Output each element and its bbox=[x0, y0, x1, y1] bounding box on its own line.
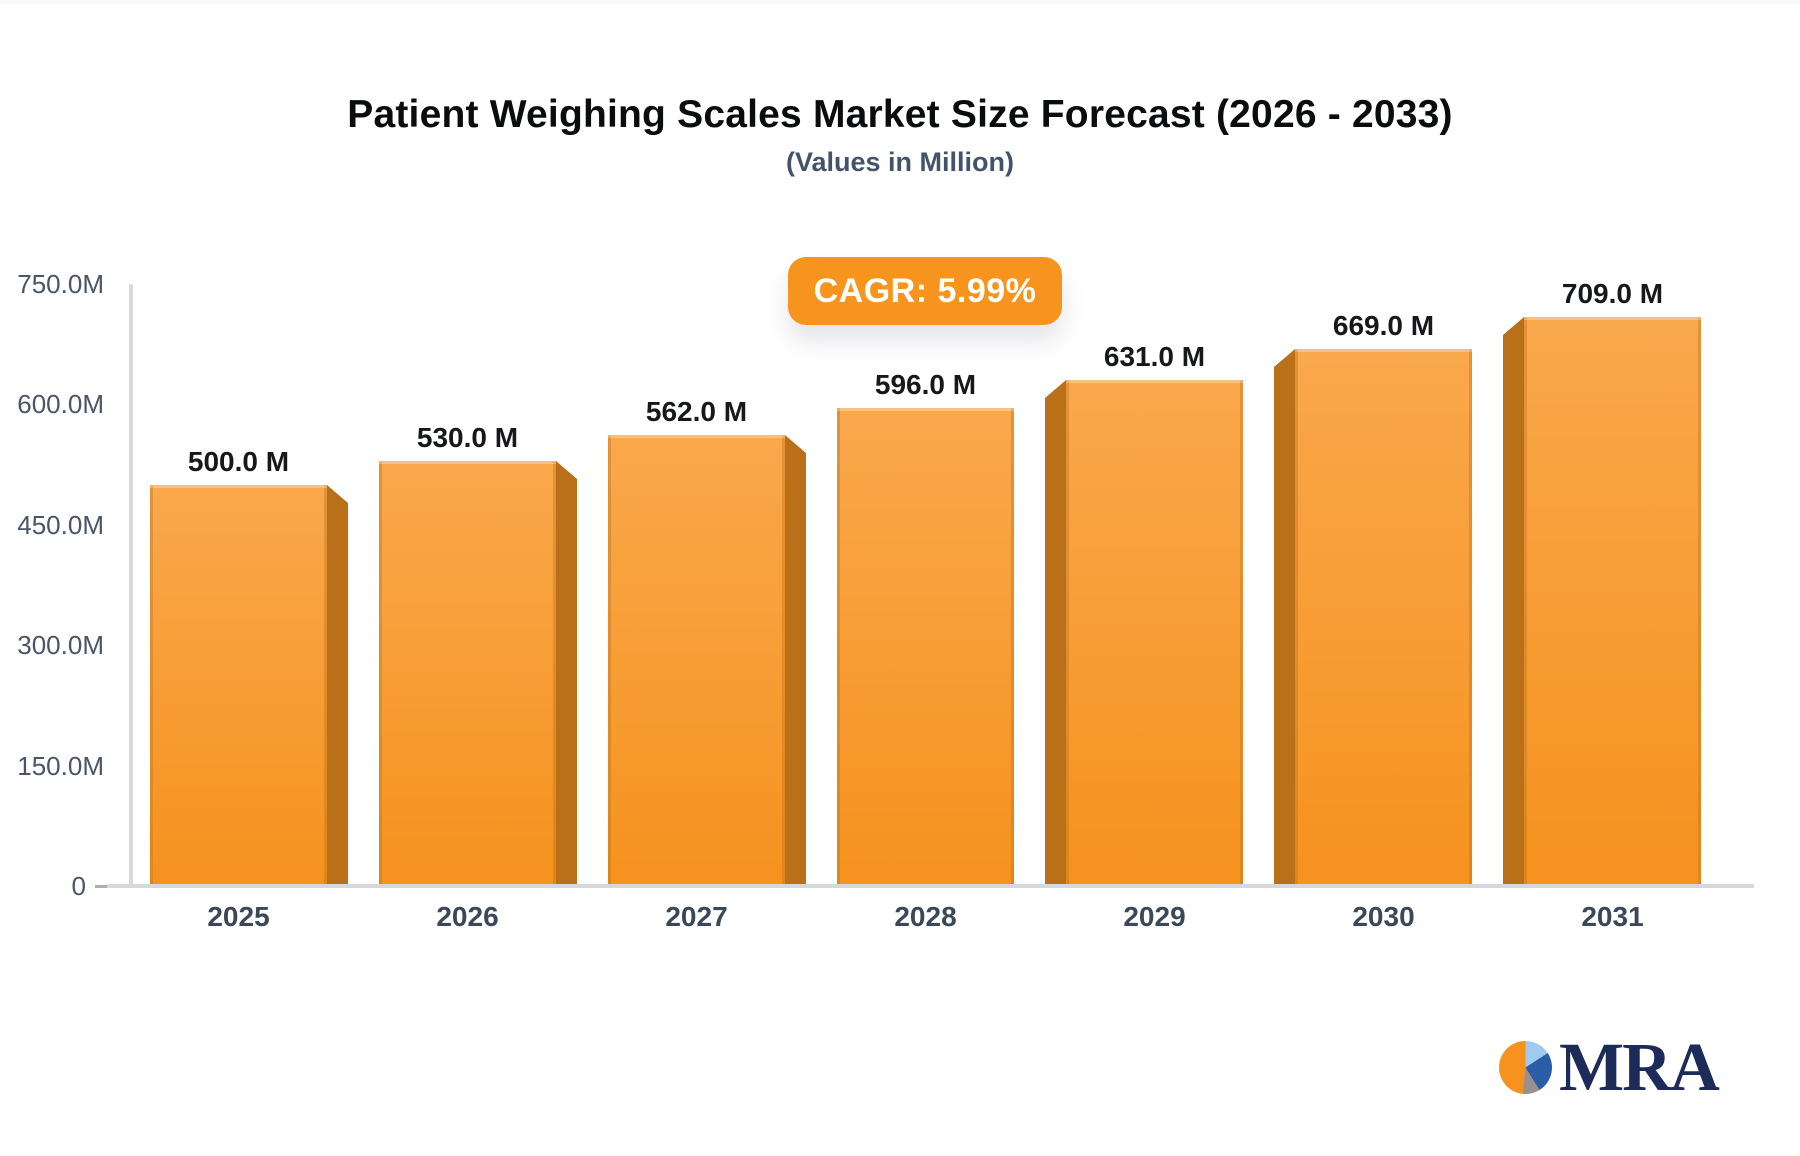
bar-value-label: 669.0 M bbox=[1332, 310, 1435, 341]
cagr-badge: CAGR: 5.99% bbox=[788, 257, 1062, 325]
x-axis-year-label: 2027 bbox=[665, 901, 728, 932]
chart-subtitle: (Values in Million) bbox=[785, 147, 1015, 177]
top-edge-strip bbox=[0, 0, 1800, 4]
x-axis-year-label: 2030 bbox=[1352, 901, 1415, 932]
logo: MRA bbox=[1499, 1029, 1720, 1105]
y-axis-tick-label: 300.0M bbox=[17, 630, 104, 661]
bar: 500.0 M bbox=[150, 448, 348, 886]
x-axis-year-label: 2031 bbox=[1581, 901, 1644, 932]
bar-value-label: 709.0 M bbox=[1561, 278, 1664, 309]
bar: 709.0 M bbox=[1503, 280, 1701, 886]
bar-face bbox=[1066, 380, 1243, 886]
bar: 669.0 M bbox=[1274, 312, 1472, 886]
bar-face bbox=[379, 461, 556, 886]
y-axis-line bbox=[129, 284, 133, 888]
zero-tick-mark bbox=[95, 885, 117, 888]
bar: 596.0 M bbox=[837, 371, 1014, 886]
y-axis-tick-label: 0 bbox=[71, 871, 86, 901]
bar-face bbox=[1295, 349, 1472, 886]
bar-side-panel bbox=[785, 435, 806, 886]
x-axis-year-label: 2026 bbox=[436, 901, 499, 932]
bar-side-panel bbox=[1274, 349, 1295, 886]
bar-face bbox=[150, 485, 327, 886]
y-axis-tick-label: 600.0M bbox=[17, 389, 104, 420]
cagr-badge-label: CAGR: 5.99% bbox=[813, 271, 1037, 310]
chart-title: Patient Weighing Scales Market Size Fore… bbox=[347, 93, 1453, 136]
bar-side-panel bbox=[327, 485, 348, 886]
bar-side-panel bbox=[1503, 317, 1524, 886]
bar: 631.0 M bbox=[1045, 343, 1243, 886]
bar: 530.0 M bbox=[379, 424, 577, 886]
y-axis-tick-label: 750.0M bbox=[17, 269, 104, 300]
x-axis-year-label: 2025 bbox=[207, 901, 270, 932]
bar: 562.0 M bbox=[608, 398, 806, 886]
bar-face bbox=[608, 435, 785, 886]
bar-face bbox=[837, 408, 1014, 886]
bar-value-label: 562.0 M bbox=[645, 396, 748, 427]
logo-text: MRA bbox=[1559, 1029, 1720, 1105]
pie-chart-logo-icon bbox=[1499, 1041, 1552, 1094]
bar-value-label: 530.0 M bbox=[416, 422, 519, 453]
bar-value-label: 500.0 M bbox=[187, 446, 290, 477]
bar-value-label: 596.0 M bbox=[874, 369, 977, 400]
bar-side-panel bbox=[556, 461, 577, 886]
bar-face bbox=[1524, 317, 1701, 886]
bar-value-label: 631.0 M bbox=[1103, 341, 1206, 372]
bar-side-panel bbox=[1045, 380, 1066, 886]
y-axis-tick-label: 150.0M bbox=[17, 750, 104, 781]
x-axis-year-label: 2029 bbox=[1123, 901, 1186, 932]
y-axis-tick-label: 450.0M bbox=[17, 509, 104, 540]
x-axis-line bbox=[107, 884, 1754, 888]
x-axis-year-label: 2028 bbox=[894, 901, 957, 932]
